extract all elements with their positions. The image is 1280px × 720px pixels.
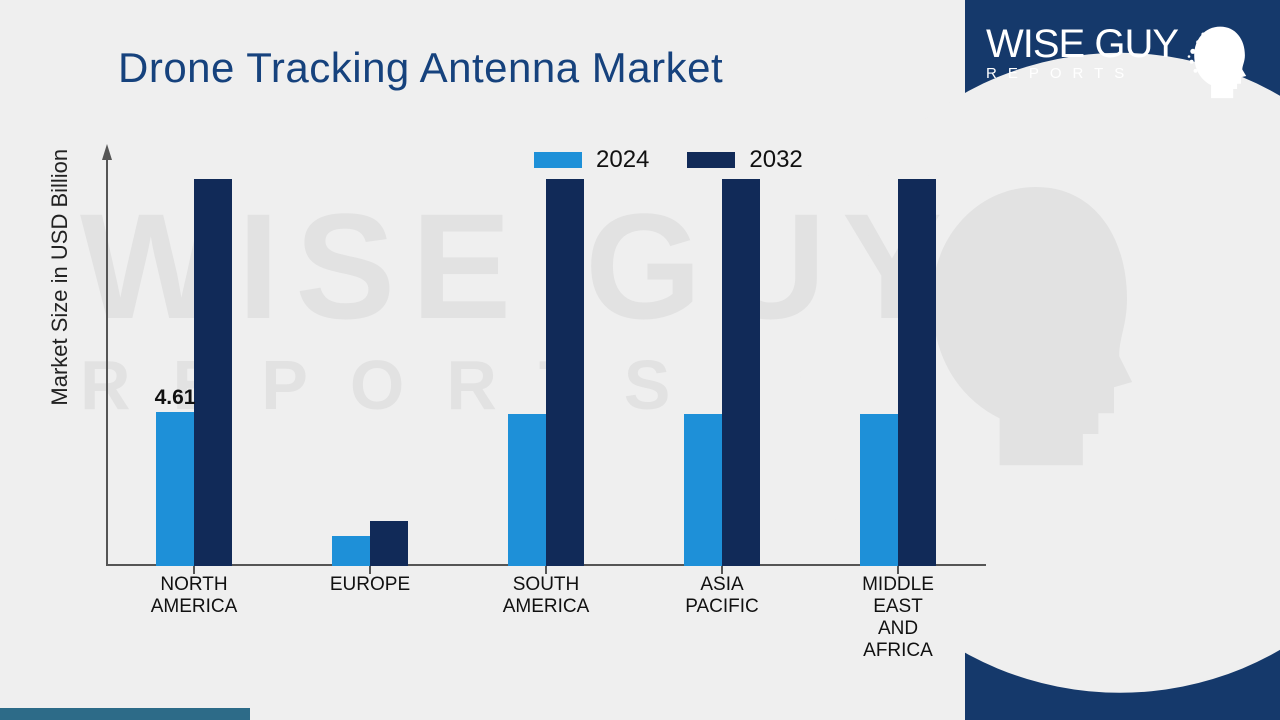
bar-group: ASIA PACIFIC — [684, 179, 760, 566]
x-tick — [193, 566, 195, 574]
bar — [156, 412, 194, 566]
logo-main-text: WISE GUY — [986, 24, 1178, 64]
bar — [860, 414, 898, 566]
category-label: EUROPE — [300, 574, 440, 596]
bar — [722, 179, 760, 566]
wiseguy-logo: WISE GUY REPORTS — [986, 24, 1256, 102]
category-label: MIDDLE EAST AND AFRICA — [828, 574, 968, 661]
bar-group: SOUTH AMERICA — [508, 179, 584, 566]
x-tick — [721, 566, 723, 574]
logo-head-icon — [1180, 24, 1250, 102]
bar — [332, 536, 370, 566]
bar — [370, 521, 408, 566]
page-root: WISE GUY REPORTS WISE GUY REPORTS Drone … — [0, 0, 1280, 720]
bar — [546, 179, 584, 566]
logo-sub-text: REPORTS — [986, 66, 1178, 81]
bar — [898, 179, 936, 566]
bar-group: EUROPE — [332, 521, 408, 566]
bar-group: NORTH AMERICA4.61 — [156, 179, 232, 566]
plot-area: NORTH AMERICA4.61 EUROPE SOUTH AMERICA ASIA… — [106, 166, 986, 566]
chart-title: Drone Tracking Antenna Market — [118, 44, 723, 92]
bottom-accent-bar — [0, 708, 250, 720]
category-label: NORTH AMERICA — [124, 574, 264, 618]
x-tick — [897, 566, 899, 574]
x-tick — [545, 566, 547, 574]
bar-group: MIDDLE EAST AND AFRICA — [860, 179, 936, 566]
value-label: 4.61 — [155, 386, 196, 410]
logo-text: WISE GUY REPORTS — [986, 24, 1178, 81]
category-label: ASIA PACIFIC — [652, 574, 792, 618]
bar — [508, 414, 546, 566]
bar-chart: Market Size in USD Billion 2024 2032 NOR… — [64, 146, 984, 686]
x-tick — [369, 566, 371, 574]
bar — [684, 414, 722, 566]
y-axis-label: Market Size in USD Billion — [47, 149, 73, 406]
category-label: SOUTH AMERICA — [476, 574, 616, 618]
bar — [194, 179, 232, 566]
